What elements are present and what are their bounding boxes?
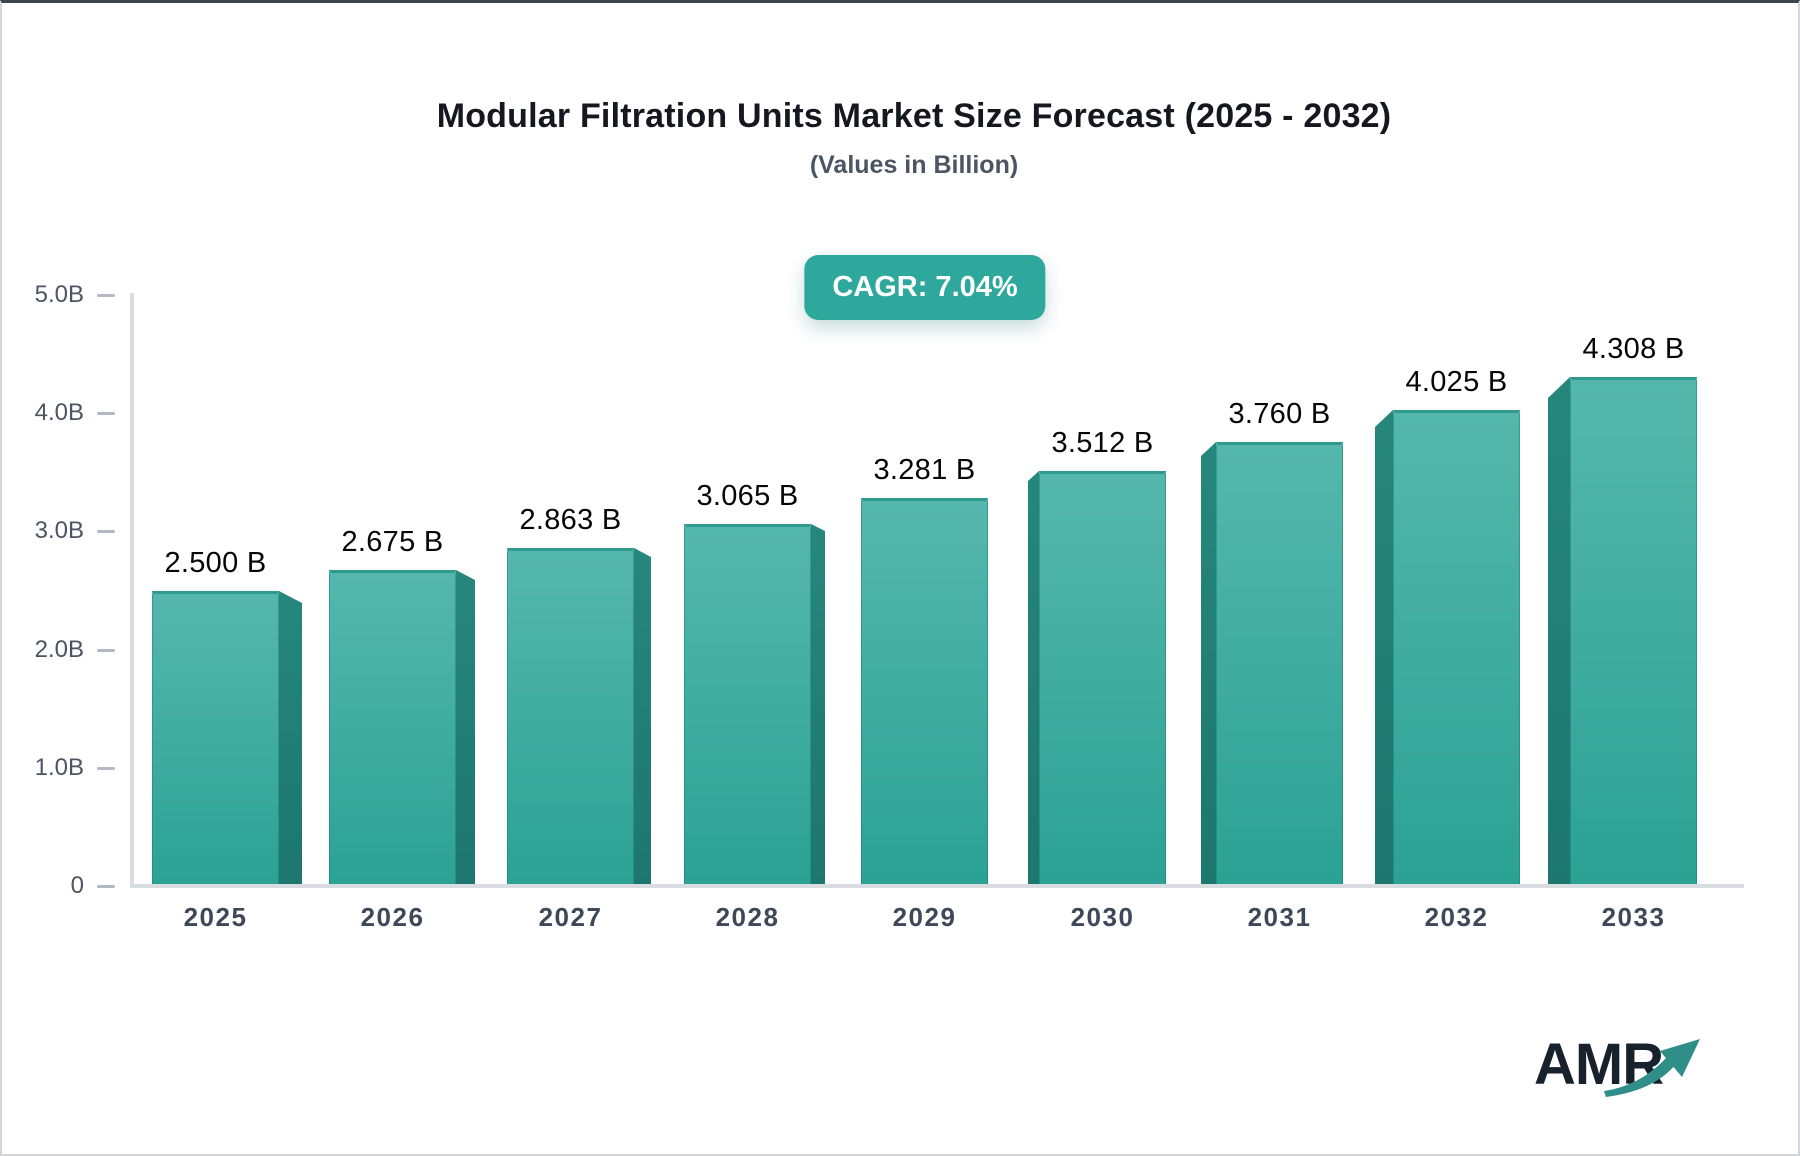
bar-side-face: [1028, 471, 1039, 886]
bar-value-label: 2.863 B: [519, 504, 622, 536]
bar-value-label: 2.675 B: [341, 526, 444, 558]
bar-value-label: 3.760 B: [1228, 398, 1331, 430]
y-tick-dash: [97, 412, 115, 415]
y-tick-label: 1.0B: [34, 754, 84, 781]
bar-2032: [1393, 410, 1520, 886]
bar-2031: [1216, 442, 1343, 886]
x-tick-label: 2025: [183, 902, 248, 932]
bar-2027: [507, 548, 634, 886]
x-tick-label: 2028: [715, 902, 780, 932]
y-tick-dash: [97, 767, 115, 770]
bar-value-label: 3.281 B: [873, 454, 976, 486]
bar-side-face: [634, 548, 651, 886]
bar-2025: [152, 591, 279, 886]
x-tick-label: 2027: [538, 902, 603, 932]
bar-side-face: [1548, 377, 1570, 886]
x-tick-label: 2033: [1601, 902, 1666, 932]
x-axis-line: [130, 884, 1744, 888]
x-tick-label: 2029: [892, 902, 957, 932]
y-tick-label: 0: [70, 872, 84, 899]
bar-2030: [1039, 471, 1166, 886]
y-tick-label: 5.0B: [34, 281, 84, 308]
y-tick-dash: [97, 649, 115, 652]
bar-2029: [861, 498, 988, 886]
bar-side-face: [811, 524, 825, 886]
y-tick-label: 4.0B: [34, 399, 84, 426]
chart-title: Modular Filtration Units Market Size For…: [436, 97, 1392, 135]
bar-2028: [684, 524, 811, 886]
bar-chart-plot-area: 5.0B 4.0B 3.0B 2.0B 1.0B 0 2.500 B 2025 2.675 B 2…: [2, 3, 1798, 1154]
growth-arrow-icon: [1604, 1039, 1700, 1097]
bar-value-label: 2.500 B: [164, 547, 267, 579]
y-tick-label: 3.0B: [34, 517, 84, 544]
x-tick-label: 2032: [1424, 902, 1489, 932]
bar-value-label: 3.065 B: [696, 480, 799, 512]
bar-side-face: [1201, 442, 1216, 886]
bar-2026: [329, 570, 456, 886]
bar-2033: [1570, 377, 1697, 886]
bar-value-label: 4.025 B: [1405, 366, 1508, 398]
chart-subtitle: (Values in Billion): [809, 151, 1019, 179]
y-tick-dash: [97, 885, 115, 888]
y-tick-label: 2.0B: [34, 636, 84, 663]
y-tick-dash: [97, 530, 115, 533]
bar-value-label: 3.512 B: [1051, 427, 1154, 459]
x-tick-label: 2026: [360, 902, 425, 932]
y-tick-dash: [97, 294, 115, 297]
bar-side-face: [1375, 410, 1393, 886]
y-axis-line: [130, 293, 134, 888]
bar-side-face: [456, 570, 475, 886]
amr-logo: AMR: [1534, 1035, 1724, 1115]
bar-value-label: 4.308 B: [1582, 333, 1685, 365]
cagr-badge: CAGR: 7.04%: [804, 255, 1046, 320]
bar-side-face: [279, 591, 302, 886]
x-tick-label: 2030: [1070, 902, 1135, 932]
x-tick-label: 2031: [1247, 902, 1312, 932]
